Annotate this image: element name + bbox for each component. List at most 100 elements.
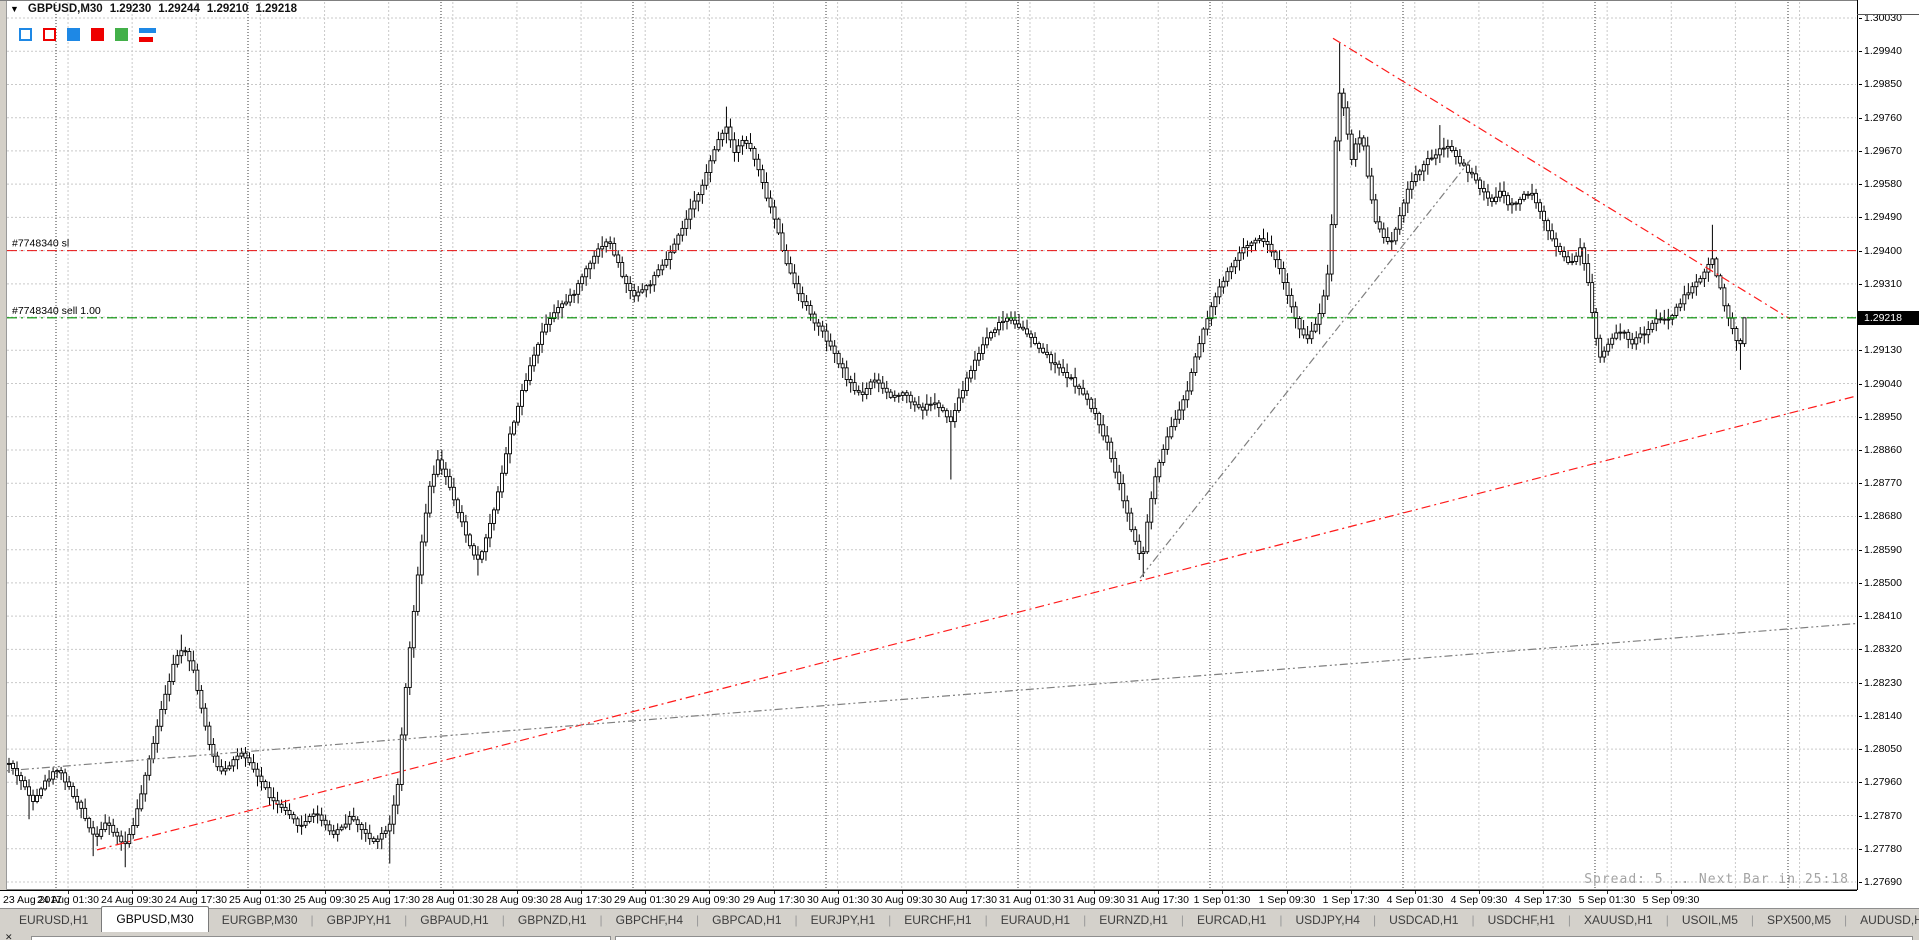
high-value: 1.29244 [158,2,200,15]
window-frame-top [0,0,1919,1]
order-line-label: #7748340 sl [12,238,69,250]
time-axis-tick [774,891,775,894]
ascending-channel-gray[interactable] [0,622,1857,772]
tab-gbpnzd-h1[interactable]: GBPNZD,H1 [517,913,587,927]
price-axis-label: 1.28230 [1859,676,1902,689]
time-axis-tick [389,891,390,894]
tab-separator: | [1083,913,1087,927]
price-axis-label: 1.29040 [1859,377,1902,390]
time-axis-label: 25 Aug 17:30 [358,894,420,906]
time-axis-label: 29 Aug 17:30 [743,894,805,906]
price-axis-label: 1.29850 [1859,78,1902,91]
terminal-panel-left [31,936,611,940]
time-axis-label: 24 Aug 01:30 [37,894,99,906]
tab-separator: | [1471,913,1475,927]
tab-separator: | [501,913,505,927]
tab-audusd-h4[interactable]: AUDUSD,H4 [1860,913,1919,927]
tab-separator: | [599,913,603,927]
tab-eurnzd-h1[interactable]: EURNZD,H1 [1099,913,1168,927]
tab-gbpcad-h1[interactable]: GBPCAD,H1 [712,913,782,927]
tab-eurcad-h1[interactable]: EURCAD,H1 [1197,913,1267,927]
time-axis-tick [260,891,261,894]
chart-object-toolbar [19,28,156,42]
collapse-triangle-icon[interactable]: ▼ [10,3,19,14]
current-price-tag: 1.29218 [1858,310,1919,325]
terminal-close-icon[interactable]: ✕ [5,932,13,940]
time-axis-tick [902,891,903,894]
tab-spx500-m5[interactable]: SPX500,M5 [1767,913,1832,927]
close-value: 1.29218 [255,2,298,15]
tab-euraud-h1[interactable]: EURAUD,H1 [1000,913,1071,927]
tab-gbpaud-h1[interactable]: GBPAUD,H1 [420,913,489,927]
time-axis-tick [196,891,197,894]
time-axis-tick [1351,891,1352,894]
steep-rally-gray[interactable] [1139,157,1473,579]
terminal-panel-edge: ✕ [0,932,1919,940]
grid-lines [3,2,1856,890]
descending-resistance-red[interactable] [1332,37,1791,320]
time-axis-tick [1222,891,1223,894]
filled-green-square-icon[interactable] [115,28,128,41]
time-axis-tick [1030,891,1031,894]
time-axis-tick [645,891,646,894]
tab-separator: | [1750,913,1754,927]
time-axis-label: 31 Aug 09:30 [1063,894,1125,906]
time-axis-tick [581,891,582,894]
tab-separator: | [404,913,408,927]
hollow-red-square-icon[interactable] [43,28,56,41]
order-lines[interactable]: #7748340 sl #7748340 sell 1.00 [7,238,1856,319]
spread-nextbar-status: Spread: 5 .. Next Bar in 25:18 [1584,872,1849,887]
order-line-label: #7748340 sell 1.00 [12,305,101,317]
tab-separator: | [310,913,314,927]
window-frame-left [0,0,7,908]
price-axis-label: 1.27960 [1859,776,1902,789]
filled-blue-square-icon[interactable] [67,28,80,41]
tab-separator: | [1279,913,1283,927]
time-axis-label: 28 Aug 17:30 [550,894,612,906]
price-axis[interactable]: 1.30030 1.29940 1.29850 1.29760 1.29670 1.295… [1857,0,1919,890]
time-axis-label: 28 Aug 09:30 [486,894,548,906]
tab-gbpusd-m30[interactable]: GBPUSD,M30 [101,906,209,932]
time-axis-label: 4 Sep 17:30 [1514,894,1572,906]
price-axis-label: 1.30030 [1859,12,1902,24]
tab-usdchf-h1[interactable]: USDCHF,H1 [1487,913,1555,927]
tab-usdcad-h1[interactable]: USDCAD,H1 [1389,913,1459,927]
price-axis-label: 1.28950 [1859,410,1902,423]
tab-separator: | [984,913,988,927]
tab-eurusd-h1[interactable]: EURUSD,H1 [19,913,89,927]
price-axis-label: 1.29490 [1859,211,1902,224]
tab-usoil-m5[interactable]: USOIL,M5 [1681,913,1738,927]
time-axis-tick [966,891,967,894]
tab-separator: | [1567,913,1572,927]
tab-usdjpy-h4[interactable]: USDJPY,H4 [1295,913,1360,927]
price-axis-label: 1.28680 [1859,510,1902,523]
time-axis-label: 31 Aug 17:30 [1127,894,1189,906]
time-axis-label: 30 Aug 01:30 [807,894,869,906]
price-axis-label: 1.27690 [1859,876,1902,888]
time-axis-label: 30 Aug 17:30 [935,894,997,906]
time-axis-label: 30 Aug 09:30 [871,894,933,906]
buy-sell-bars-icon[interactable] [139,28,156,42]
time-axis[interactable]: 23 Aug 2017 24 Aug 01:30 24 Aug 09:30 24 Au… [0,890,1857,909]
tab-eurgbp-m30[interactable]: EURGBP,M30 [221,913,298,927]
symbol-period-label: GBPUSD,M30 [27,2,103,15]
filled-red-square-icon[interactable] [91,28,104,41]
trendlines[interactable] [0,37,1857,851]
hollow-blue-square-icon[interactable] [19,28,32,41]
tab-eurjpy-h1[interactable]: EURJPY,H1 [810,913,876,927]
chart-tab-bar: EURUSD,H1 GBPUSD,M30 EURGBP,M30 | GBPJPY,H1 |… [0,906,1919,932]
time-axis-tick [1671,891,1672,894]
chart-ohlc-header: ▼ GBPUSD,M30 1.29230 1.29244 1.29210 1.2… [10,2,297,15]
time-axis-tick [1607,891,1608,894]
tab-separator: | [794,913,798,927]
tab-eurchf-h1[interactable]: EURCHF,H1 [904,913,972,927]
tab-xauusd-h1[interactable]: XAUUSD,H1 [1584,913,1653,927]
time-axis-label: 24 Aug 09:30 [101,894,163,906]
period-separators [55,2,1789,890]
terminal-panel-right [615,936,1913,940]
tab-gbpchf-h4[interactable]: GBPCHF,H4 [615,913,684,927]
tab-gbpjpy-h1[interactable]: GBPJPY,H1 [326,913,392,927]
time-axis-tick [517,891,518,894]
